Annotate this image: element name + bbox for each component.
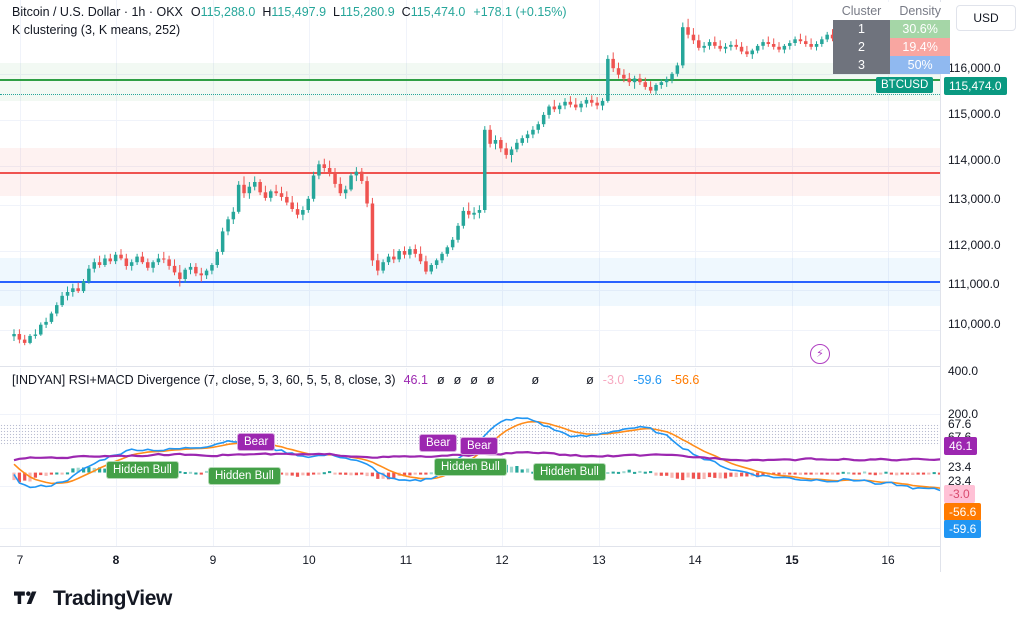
axis-tick-label: 23.4 <box>948 474 972 488</box>
price-pane[interactable]: ⚡ <box>0 0 940 366</box>
bolt-glyph: ⚡ <box>816 347 824 360</box>
cluster-line-3 <box>0 281 940 283</box>
grid-line-v <box>213 0 214 366</box>
density-col-header: Density <box>890 2 950 20</box>
grid-line-v <box>888 0 889 366</box>
axis-tick-label: 114,000.0 <box>948 153 1001 167</box>
grid-line-v <box>20 368 21 546</box>
cluster-density: 50% <box>890 56 950 74</box>
indicator-value-badge: -56.6 <box>944 503 982 521</box>
grid-line-v <box>116 0 117 366</box>
indicator-value-badge: -3.0 <box>944 485 975 503</box>
oscillator-series <box>12 417 940 492</box>
grid-line-v <box>888 368 889 546</box>
time-tick-label: 13 <box>592 553 606 567</box>
cluster-table-row: 3 50% <box>832 56 950 74</box>
grid-line-h <box>0 486 940 487</box>
cluster-table-header-row: Cluster Density <box>832 2 950 20</box>
time-tick-label: 10 <box>302 553 316 567</box>
grid-line-v <box>599 0 600 366</box>
axis-tick-label: 400.0 <box>948 364 979 378</box>
divergence-tag[interactable]: Hidden Bull <box>106 461 179 479</box>
axis-tick-label: 115,000.0 <box>948 107 1001 121</box>
axis-tick-label: 200.0 <box>948 407 979 421</box>
tradingview-logo[interactable]: TradingView <box>14 587 172 611</box>
cluster-density: 30.6% <box>890 20 950 38</box>
grid-line-h <box>0 414 940 415</box>
axis-tick-label: 113,000.0 <box>948 192 1001 206</box>
currency-label: USD <box>973 11 999 25</box>
grid-line-v <box>792 368 793 546</box>
cluster-density: 19.4% <box>890 38 950 56</box>
grid-line-v <box>695 0 696 366</box>
cluster-table-row: 1 30.6% <box>832 20 950 38</box>
cluster-line-1 <box>0 79 940 81</box>
cluster-index: 3 <box>832 56 891 74</box>
cluster-line-2 <box>0 172 940 174</box>
grid-line-h <box>0 205 940 206</box>
time-tick-label: 16 <box>881 553 895 567</box>
last-price-badge: 115,474.0 <box>944 77 1007 95</box>
grid-line-h <box>0 251 940 252</box>
divergence-tag[interactable]: Bear <box>460 437 499 455</box>
axis-tick-label: 116,000.0 <box>948 61 1001 75</box>
axis-divider <box>940 0 941 627</box>
divergence-tag[interactable]: Hidden Bull <box>533 463 606 481</box>
last-price-dotted-line <box>0 94 940 95</box>
tradingview-mark-icon <box>14 591 37 604</box>
cluster-table-row: 2 19.4% <box>832 38 950 56</box>
time-tick-label: 7 <box>16 553 24 567</box>
cluster-col-header: Cluster <box>832 2 891 20</box>
grid-line-h <box>0 166 940 167</box>
currency-button[interactable]: USD <box>956 5 1016 31</box>
cluster-index: 1 <box>832 20 891 38</box>
grid-line-h <box>0 290 940 291</box>
grid-line-h <box>0 528 940 529</box>
cluster-density-table[interactable]: Cluster Density 1 30.6% 2 19.4% 3 50% <box>832 2 950 74</box>
axis-tick-label: 67.6 <box>948 417 972 431</box>
divergence-tag[interactable]: Hidden Bull <box>434 458 507 476</box>
indicator-value-badge: -59.6 <box>944 520 982 538</box>
lightning-bolt-icon[interactable]: ⚡ <box>810 344 830 364</box>
grid-line-v <box>116 368 117 546</box>
grid-line-v <box>20 0 21 366</box>
price-axis[interactable]: USD 116,000.0 115,000.0 114,000.0 113,000.0… <box>940 0 1024 627</box>
axis-tick-label: 110,000.0 <box>948 317 1001 331</box>
time-tick-label: 15 <box>785 553 799 567</box>
cluster-index: 2 <box>832 38 891 56</box>
candlestick-series <box>12 18 940 346</box>
axis-tick-label: 23.4 <box>948 460 972 474</box>
grid-line-v <box>792 0 793 366</box>
rsi-band <box>0 424 940 446</box>
time-axis[interactable]: 7 8 9 10 11 12 13 14 15 16 <box>0 546 940 573</box>
time-tick-label: 8 <box>112 553 120 567</box>
symbol-price-tag: BTCUSD <box>876 77 934 93</box>
time-tick-label: 12 <box>495 553 509 567</box>
grid-line-h <box>0 330 940 331</box>
grid-line-h <box>0 120 940 121</box>
time-tick-label: 9 <box>209 553 217 567</box>
time-tick-label: 14 <box>688 553 702 567</box>
footer: TradingView <box>0 572 1024 628</box>
divergence-tag[interactable]: Bear <box>237 433 276 451</box>
grid-line-v <box>502 0 503 366</box>
divergence-tag[interactable]: Hidden Bull <box>208 467 281 485</box>
grid-line-v <box>502 368 503 546</box>
tradingview-wordmark: TradingView <box>53 587 172 610</box>
indicator-value-badge: 46.1 <box>944 437 978 455</box>
axis-tick-label: 112,000.0 <box>948 238 1001 252</box>
time-tick-label: 11 <box>399 553 413 567</box>
pane-separator[interactable] <box>0 366 1024 367</box>
grid-line-v <box>406 0 407 366</box>
grid-line-v <box>309 0 310 366</box>
indicator-pane[interactable]: Hidden Bull Hidden Bull Bear Hidden Bull Bea… <box>0 368 940 546</box>
grid-line-h <box>0 74 940 75</box>
axis-tick-label: 111,000.0 <box>948 277 1000 291</box>
divergence-tag[interactable]: Bear <box>419 434 458 452</box>
